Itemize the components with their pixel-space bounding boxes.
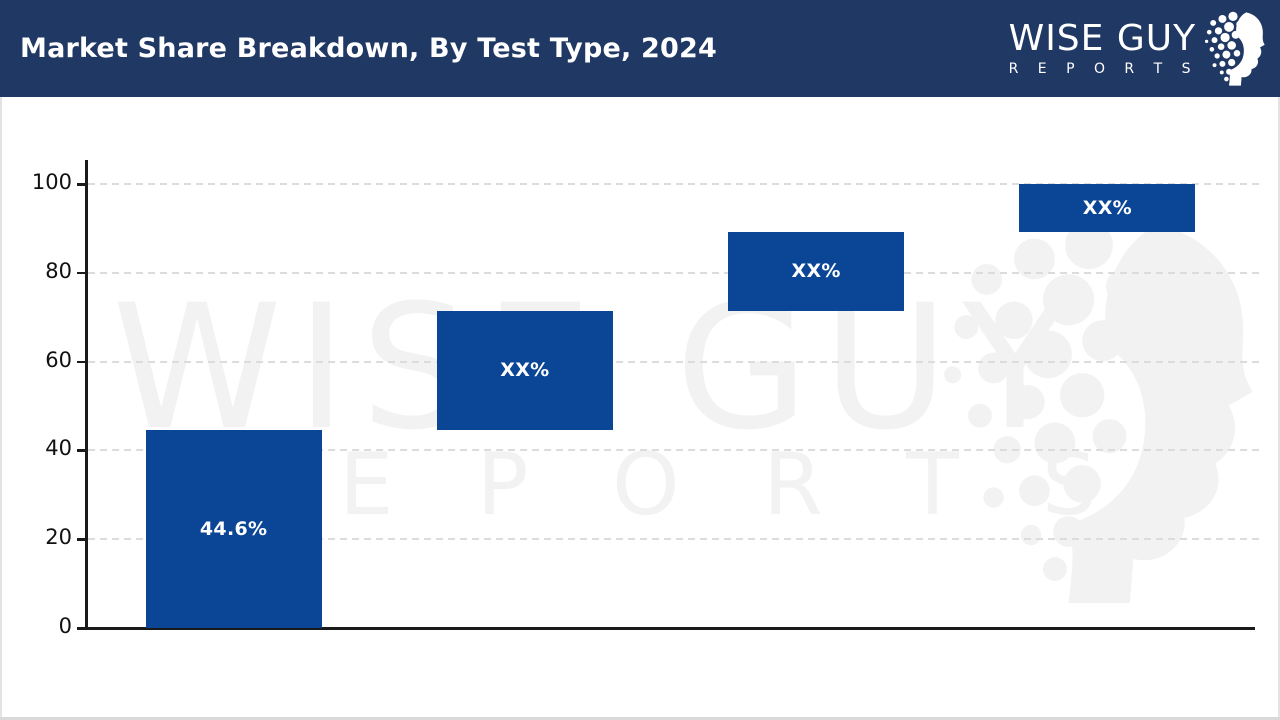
y-tick-mark	[77, 360, 86, 364]
bar-segment: XX%	[728, 231, 905, 311]
wiseguy-face-icon	[1204, 11, 1265, 86]
gridline-40	[88, 449, 1260, 452]
y-tick-label: 0	[58, 614, 72, 638]
y-tick-label: 80	[45, 258, 72, 283]
bar-value-label: XX%	[1082, 196, 1132, 219]
gridline-20	[88, 538, 1260, 541]
page-title: Market Share Breakdown, By Test Type, 20…	[20, 33, 718, 64]
y-tick-label: 100	[31, 170, 72, 194]
y-tick-mark	[77, 271, 86, 275]
watermark-text-line2: R E P O R T S	[196, 435, 1125, 535]
x-axis-line	[85, 627, 1255, 630]
wiseguy-logo: WISE GUY R E P O R T S	[1009, 8, 1280, 90]
bar-value-label: XX%	[500, 359, 550, 382]
bar-segment: XX%	[1019, 184, 1196, 232]
logo-brand-subtitle: R E P O R T S	[1008, 60, 1198, 77]
bar-segment: 44.6%	[145, 429, 322, 628]
watermark-face-icon	[944, 221, 1253, 604]
gridline-80	[88, 271, 1260, 274]
y-tick-mark	[77, 449, 86, 452]
bar-segment: XX%	[436, 310, 613, 430]
bar-value-label: XX%	[791, 260, 841, 283]
header-band: Market Share Breakdown, By Test Type, 20…	[0, 0, 1280, 97]
y-axis-line	[85, 160, 88, 630]
bar-value-label: 44.6%	[199, 517, 268, 540]
y-tick-label: 60	[45, 347, 72, 372]
logo-brand-name: WISE GUY	[1008, 17, 1197, 59]
y-tick-mark	[77, 627, 86, 630]
y-tick-label: 20	[45, 525, 72, 550]
y-tick-label: 40	[45, 436, 72, 461]
gridline-100	[88, 183, 1260, 185]
gridline-60	[88, 360, 1260, 363]
y-tick-mark	[77, 183, 86, 186]
wiseguy-logo-text: WISE GUY R E P O R T S	[1008, 17, 1198, 77]
y-tick-mark	[77, 538, 86, 541]
